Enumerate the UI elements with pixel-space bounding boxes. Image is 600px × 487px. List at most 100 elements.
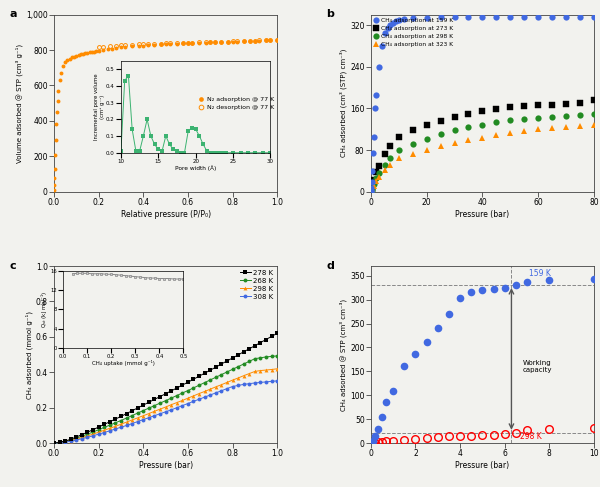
X-axis label: Pressure (bar): Pressure (bar) <box>455 210 509 219</box>
CH₄ adsorption at 298 K <box>370 181 377 187</box>
CH₄ adsorption at 298 K <box>368 185 376 191</box>
278 K <box>262 337 269 342</box>
278 K <box>190 376 197 382</box>
308 K <box>212 390 220 396</box>
298 K <box>50 440 58 446</box>
CH₄ adsorption at 159 K <box>370 134 377 140</box>
Text: d: d <box>326 261 334 271</box>
308 K <box>56 440 63 446</box>
CH₄ adsorption at 323 K <box>376 174 383 180</box>
N₂ desorption @ 77 K <box>218 39 225 45</box>
268 K <box>89 429 97 435</box>
268 K <box>128 412 136 418</box>
268 K <box>101 425 108 431</box>
CH₄ adsorption at 298 K <box>367 188 374 194</box>
CH₄ adsorption at 298 K <box>563 113 570 119</box>
CH₄ adsorption at 323 K <box>493 132 500 138</box>
298 K <box>73 436 80 442</box>
Line: CH₄ adsorption at 159 K: CH₄ adsorption at 159 K <box>368 14 597 194</box>
308 K <box>245 381 253 387</box>
278 K <box>106 419 113 425</box>
268 K <box>184 388 191 393</box>
268 K <box>157 400 164 406</box>
CH₄ adsorption at 323 K <box>368 187 375 193</box>
278 K <box>140 402 147 408</box>
CH₄ adsorption at 273 K <box>409 127 416 133</box>
CH₄ adsorption at 159 K <box>409 15 416 21</box>
268 K <box>201 380 208 386</box>
CH₄ adsorption at 323 K <box>423 147 430 152</box>
298 K <box>245 371 253 376</box>
CH₄ adsorption at 298 K <box>479 122 486 128</box>
Line: CH₄ adsorption at 298 K: CH₄ adsorption at 298 K <box>368 111 597 195</box>
278 K <box>179 382 186 388</box>
CH₄ adsorption at 323 K <box>465 137 472 143</box>
268 K <box>145 405 152 411</box>
CH₄ adsorption at 298 K <box>521 116 528 122</box>
CH₄ adsorption at 159 K <box>563 14 570 20</box>
298 K <box>173 400 181 406</box>
N₂ desorption @ 77 K <box>184 40 191 46</box>
308 K <box>206 392 214 398</box>
308 K <box>118 424 125 430</box>
278 K <box>67 436 74 442</box>
CH₄ adsorption at 159 K <box>395 17 403 23</box>
N₂ desorption @ 77 K <box>196 39 203 45</box>
308 K <box>78 436 85 442</box>
268 K <box>67 437 74 443</box>
278 K <box>201 370 208 376</box>
268 K <box>235 364 242 370</box>
CH₄ adsorption at 159 K <box>368 187 375 193</box>
268 K <box>95 427 102 432</box>
Legend: N₂ adsorption @ 77 K, N₂ desorption @ 77 K: N₂ adsorption @ 77 K, N₂ desorption @ 77… <box>198 96 274 110</box>
298 K <box>78 435 85 441</box>
CH₄ adsorption at 273 K <box>521 103 528 109</box>
278 K <box>167 388 175 394</box>
N₂ desorption @ 77 K <box>95 44 102 50</box>
N₂ desorption @ 77 K <box>151 41 158 47</box>
278 K <box>50 440 58 446</box>
Legend: CH₄ adsorption at 159 K, CH₄ adsorption at 273 K, CH₄ adsorption at 298 K, CH₄ a: CH₄ adsorption at 159 K, CH₄ adsorption … <box>374 18 453 47</box>
CH₄ adsorption at 273 K <box>479 109 486 114</box>
N₂ adsorption @ 77 K <box>59 63 67 69</box>
CH₄ adsorption at 298 K <box>577 112 584 118</box>
268 K <box>240 361 247 367</box>
278 K <box>151 396 158 402</box>
CH₄ adsorption at 273 K <box>535 102 542 108</box>
278 K <box>274 331 281 337</box>
N₂ desorption @ 77 K <box>180 40 187 46</box>
298 K <box>140 413 147 419</box>
CH₄ adsorption at 323 K <box>437 143 444 149</box>
Y-axis label: CH₄ adsorbed (mmol g⁻¹): CH₄ adsorbed (mmol g⁻¹) <box>25 311 33 399</box>
308 K <box>145 415 152 421</box>
N₂ desorption @ 77 K <box>128 42 136 48</box>
268 K <box>62 438 69 444</box>
298 K <box>89 431 97 437</box>
CH₄ adsorption at 298 K <box>376 170 383 176</box>
CH₄ adsorption at 273 K <box>368 188 375 194</box>
X-axis label: Relative pressure (P/P₀): Relative pressure (P/P₀) <box>121 210 211 219</box>
CH₄ adsorption at 273 K <box>590 96 598 102</box>
Text: b: b <box>326 9 334 19</box>
CH₄ adsorption at 273 K <box>451 114 458 120</box>
N₂ desorption @ 77 K <box>274 37 281 43</box>
Line: CH₄ adsorption at 323 K: CH₄ adsorption at 323 K <box>368 122 597 194</box>
308 K <box>262 379 269 385</box>
308 K <box>162 409 169 415</box>
CH₄ adsorption at 323 K <box>395 155 403 161</box>
268 K <box>268 354 275 359</box>
308 K <box>274 378 281 384</box>
298 K <box>196 391 203 396</box>
CH₄ adsorption at 273 K <box>437 118 444 124</box>
278 K <box>95 424 102 430</box>
CH₄ adsorption at 298 K <box>368 187 375 193</box>
278 K <box>134 405 141 411</box>
CH₄ adsorption at 323 K <box>370 183 377 189</box>
298 K <box>128 417 136 423</box>
278 K <box>62 438 69 444</box>
CH₄ adsorption at 273 K <box>381 151 388 157</box>
CH₄ adsorption at 323 K <box>367 188 374 194</box>
298 K <box>118 421 125 427</box>
308 K <box>106 428 113 434</box>
CH₄ adsorption at 159 K <box>384 25 391 31</box>
